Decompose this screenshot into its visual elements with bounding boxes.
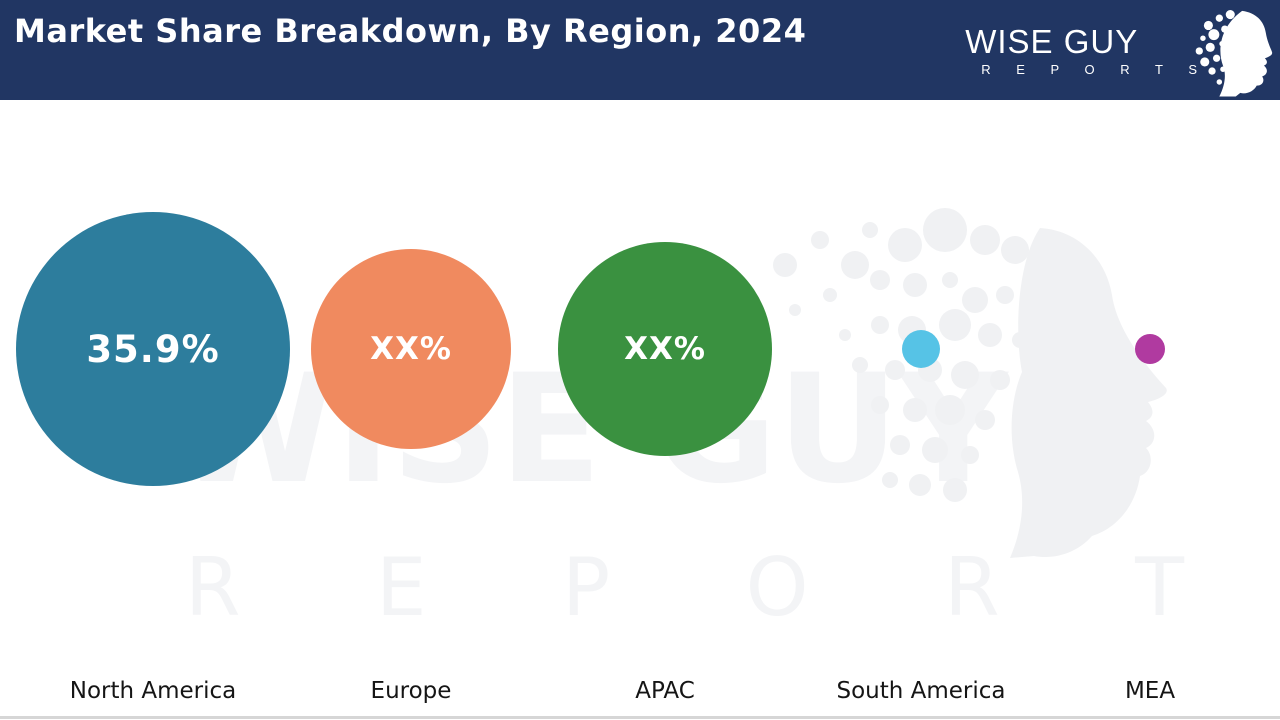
region-label-apac: APAC [635, 678, 695, 704]
bubble-value-label-apac: XX% [624, 331, 706, 367]
logo-brand-subtitle: R E P O R T S [981, 61, 1208, 77]
region-bubble-south-america [902, 330, 940, 368]
bubble-layer: 35.9% XX% XX% [0, 100, 1280, 720]
wiseguy-logo: WISE GUY R E P O R T S [965, 4, 1274, 98]
region-label-north-america: North America [69, 678, 237, 704]
page-title: Market Share Breakdown, By Region, 2024 [14, 12, 807, 50]
chart-area: WISE GUY R E P O R T S 35.9%XX%XX% [0, 100, 1280, 720]
region-label-south-america: South America [836, 678, 1006, 704]
region-bubble-europe: XX% [311, 249, 511, 449]
header-bar: Market Share Breakdown, By Region, 2024 … [0, 0, 1280, 100]
region-bubble-apac: XX% [558, 242, 772, 456]
watermark-face-icon [773, 208, 1167, 558]
region-bubble-north-america: 35.9% [16, 212, 290, 486]
logo-brand-name: WISE GUY [965, 23, 1139, 61]
wiseguy-logo-text: WISE GUY R E P O R T S [965, 25, 1208, 77]
region-label-europe: Europe [370, 678, 452, 704]
watermark-reports-text: R E P O R T S [185, 541, 1280, 634]
wiseguy-face-icon [1195, 10, 1273, 97]
bubble-value-label-north-america: 35.9% [86, 327, 220, 371]
label-layer: North America Europe APAC South America MEA [0, 100, 1280, 720]
region-label-mea: MEA [1124, 678, 1176, 704]
bottom-divider [0, 716, 1280, 719]
bubble-value-label-europe: XX% [370, 331, 452, 367]
region-bubble-mea [1135, 334, 1165, 364]
